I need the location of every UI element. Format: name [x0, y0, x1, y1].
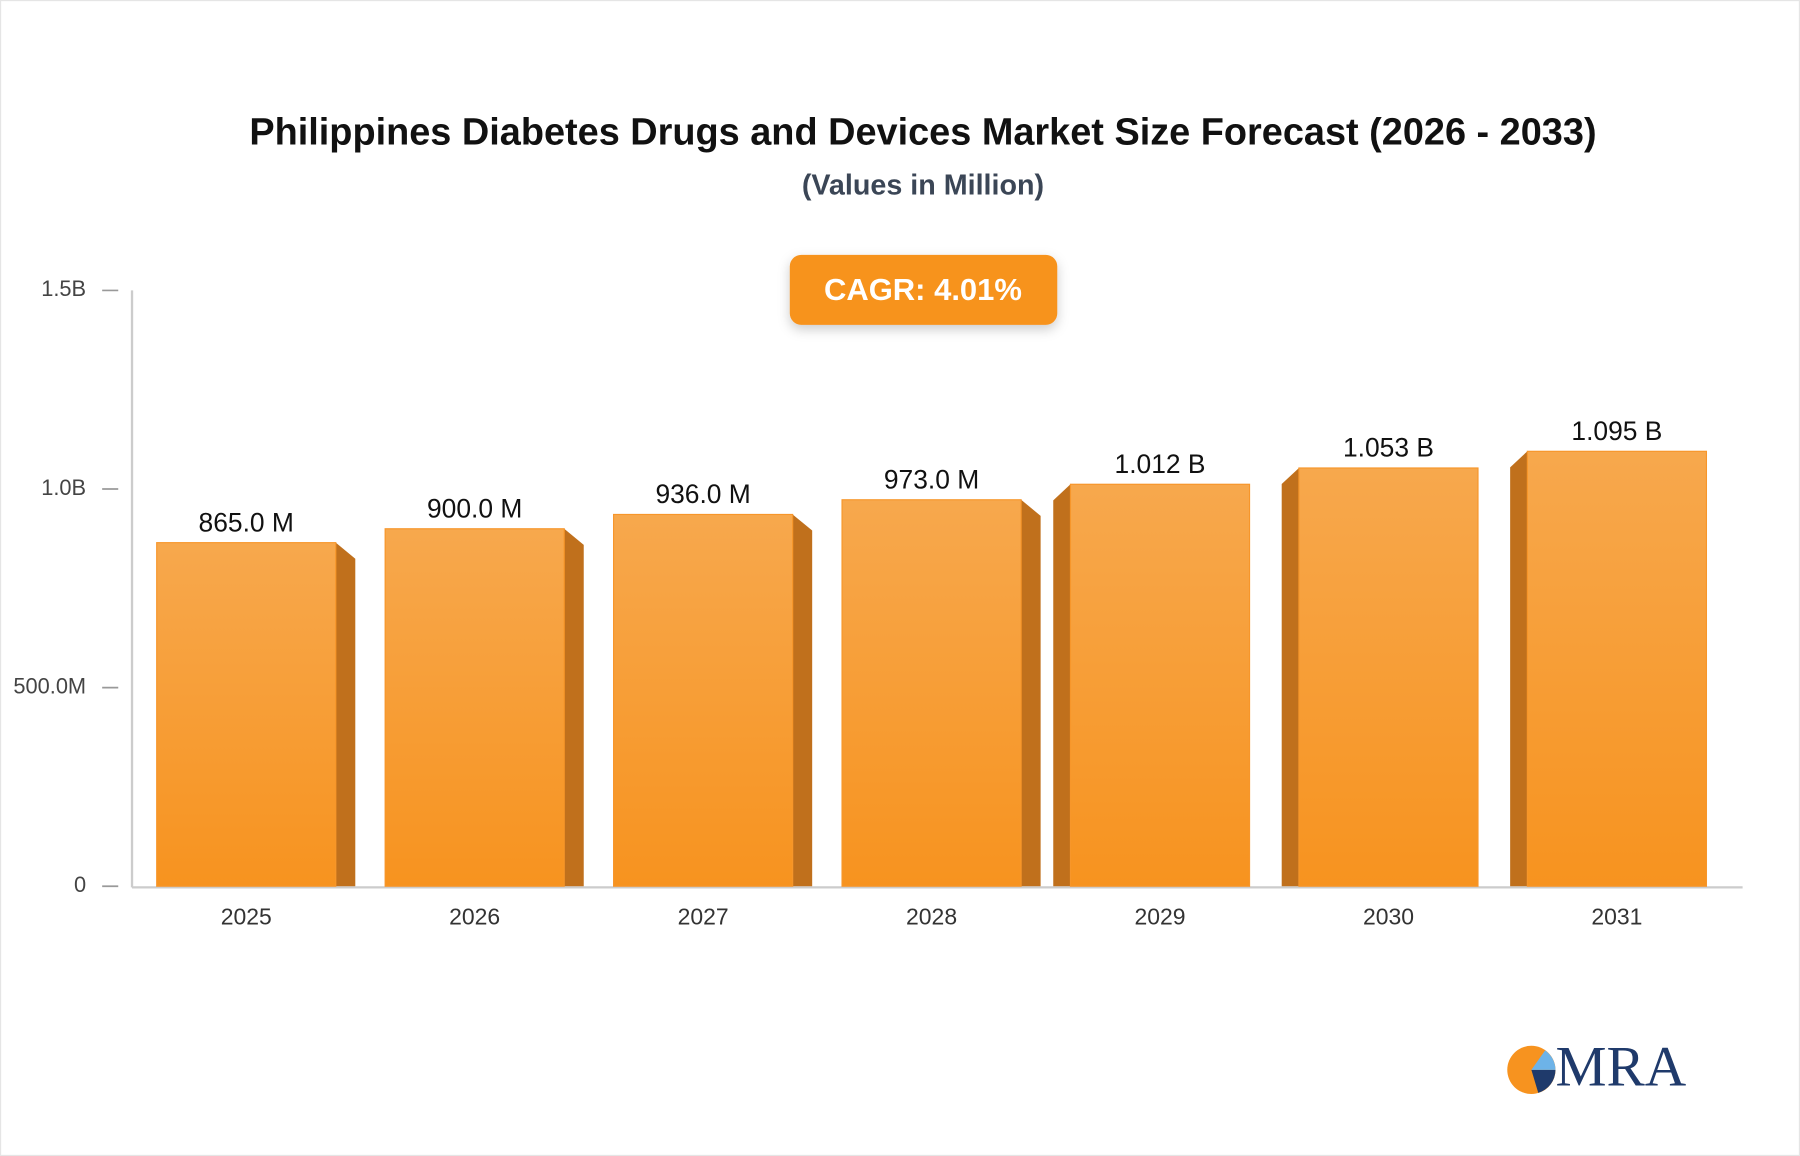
y-tick-label: 1.0B [41, 475, 86, 500]
bar-side [564, 528, 584, 887]
y-tick-label: 1.5B [41, 276, 86, 301]
bar-side [335, 542, 356, 887]
bar [1298, 467, 1479, 887]
bar [613, 513, 794, 887]
cagr-badge [789, 254, 1058, 325]
value-label: 936.0 M [655, 479, 750, 509]
bar-side [1510, 451, 1528, 887]
bar [1069, 483, 1251, 887]
chart-title: Philippines Diabetes Drugs and Devices M… [249, 111, 1596, 153]
chart-subtitle: (Values in Million) [802, 170, 1044, 202]
bar-side [1053, 484, 1071, 887]
x-tick-label: 2030 [1363, 903, 1414, 929]
badge-bg [789, 254, 1058, 325]
bar [1526, 450, 1708, 887]
bar [156, 542, 337, 887]
logo-slice [1531, 1069, 1556, 1093]
value-label: 1.012 B [1115, 449, 1206, 479]
logo-slice [1531, 1050, 1556, 1070]
cagr-label: CAGR: 4.01% [824, 272, 1022, 307]
x-tick-label: 2031 [1591, 903, 1642, 929]
y-tick-label: 0 [74, 872, 86, 897]
x-tick-label: 2028 [906, 903, 957, 929]
y-tick-label: 500.0M [13, 673, 86, 698]
value-label: 1.053 B [1343, 433, 1434, 463]
value-label: 1.095 B [1571, 416, 1662, 446]
x-tick-label: 2025 [221, 903, 272, 929]
bar [841, 499, 1022, 887]
bar-side [1281, 467, 1299, 887]
bar [384, 528, 565, 887]
bar-side [792, 514, 813, 887]
value-label: 900.0 M [427, 493, 522, 523]
value-label: 865.0 M [199, 507, 294, 537]
x-tick-label: 2026 [449, 903, 500, 929]
value-label: 973.0 M [884, 464, 979, 494]
bar-side [1021, 499, 1041, 887]
logo-text: MRA [1555, 1035, 1686, 1098]
x-tick-label: 2029 [1134, 903, 1185, 929]
logo: MRA [1507, 1035, 1687, 1098]
x-tick-label: 2027 [678, 903, 729, 929]
